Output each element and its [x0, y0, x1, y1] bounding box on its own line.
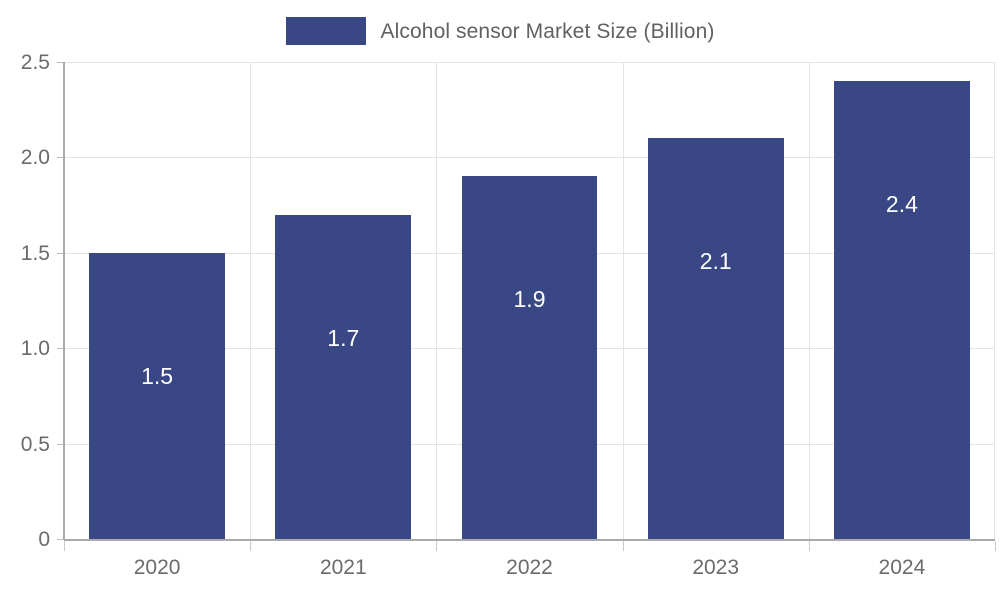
- x-axis-spine: [64, 539, 995, 541]
- x-axis-tick: [64, 541, 65, 551]
- bar[interactable]: [89, 252, 226, 539]
- y-axis-tick-label: 2.0: [20, 146, 50, 170]
- y-axis-tick-label: 1.5: [20, 241, 50, 265]
- legend-label-alcohol-sensor-market-size[interactable]: Alcohol sensor Market Size (Billion): [380, 19, 715, 43]
- y-axis-tick: [57, 443, 63, 445]
- y-axis-tick: [57, 539, 63, 540]
- y-axis-tick: [57, 252, 63, 254]
- bar-value-label: 1.9: [513, 286, 546, 313]
- gridline-vertical: [250, 62, 252, 539]
- bar[interactable]: [461, 176, 598, 539]
- y-axis-tick-label: 2.5: [20, 51, 50, 74]
- y-axis-tick: [57, 62, 63, 63]
- plot-right-edge: [994, 62, 995, 539]
- x-axis-tick-label: 2023: [692, 556, 740, 579]
- chart-legend: Alcohol sensor Market Size (Billion): [0, 10, 1000, 52]
- y-axis-spine: [63, 62, 65, 540]
- x-axis-tick-label: 2021: [319, 556, 367, 579]
- bar-value-label: 2.1: [699, 248, 732, 275]
- x-axis-tick: [436, 541, 438, 551]
- gridline-horizontal: [64, 157, 995, 159]
- bar-value-label: 2.4: [885, 191, 918, 218]
- x-axis-tick: [808, 541, 810, 551]
- gridline-vertical: [622, 62, 624, 539]
- y-axis-tick: [57, 348, 63, 350]
- y-axis-tick-label: 0: [38, 528, 50, 551]
- x-axis-tick-label: 2024: [878, 556, 926, 579]
- x-axis-tick: [250, 541, 252, 551]
- x-axis-tick: [622, 541, 624, 551]
- bar[interactable]: [647, 138, 784, 539]
- bar-value-label: 1.7: [327, 324, 360, 351]
- gridline-vertical: [436, 62, 438, 539]
- x-axis-tick: [995, 541, 996, 551]
- y-axis-tick: [57, 157, 63, 159]
- bar[interactable]: [833, 81, 970, 539]
- gridline-horizontal: [64, 62, 995, 63]
- bar[interactable]: [275, 214, 412, 539]
- x-axis-tick-label: 2020: [133, 556, 181, 579]
- y-axis-tick-label: 0.5: [20, 432, 50, 456]
- bar-value-label: 1.5: [141, 362, 174, 389]
- y-axis-tick-label: 1.0: [20, 337, 50, 361]
- x-axis-tick-label: 2022: [506, 556, 553, 579]
- legend-swatch-alcohol-sensor-market-size[interactable]: [285, 17, 366, 45]
- plot-area: 1.5 1.7 1.9 2.1 2.4: [64, 62, 995, 540]
- gridline-vertical: [808, 62, 810, 539]
